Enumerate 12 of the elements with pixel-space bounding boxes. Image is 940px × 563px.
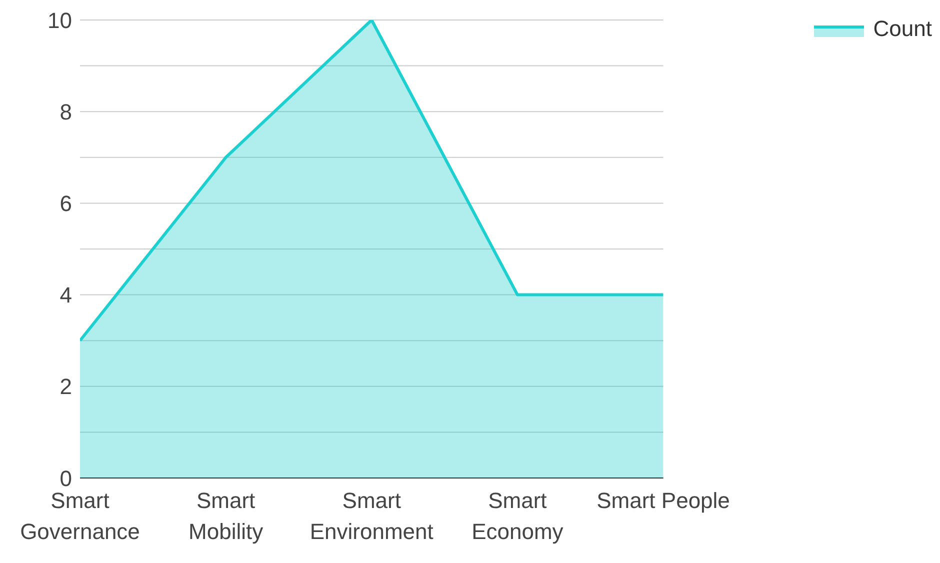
y-tick-label: 8: [60, 99, 72, 124]
y-tick-label: 0: [60, 466, 72, 491]
x-tick-label: Smart Mobility: [188, 488, 264, 544]
y-tick-label: 4: [60, 282, 72, 308]
y-tick-label: 6: [60, 191, 72, 216]
y-tick-label: 2: [60, 374, 72, 400]
legend-label: Count: [873, 16, 932, 42]
x-tick-label: Smart Governance: [20, 488, 140, 544]
x-tick-label: Smart People: [596, 488, 730, 513]
x-tick-label: Smart Economy: [472, 488, 564, 544]
y-tick-label: 10: [48, 8, 72, 33]
x-tick-label: Smart Environment: [310, 488, 434, 544]
